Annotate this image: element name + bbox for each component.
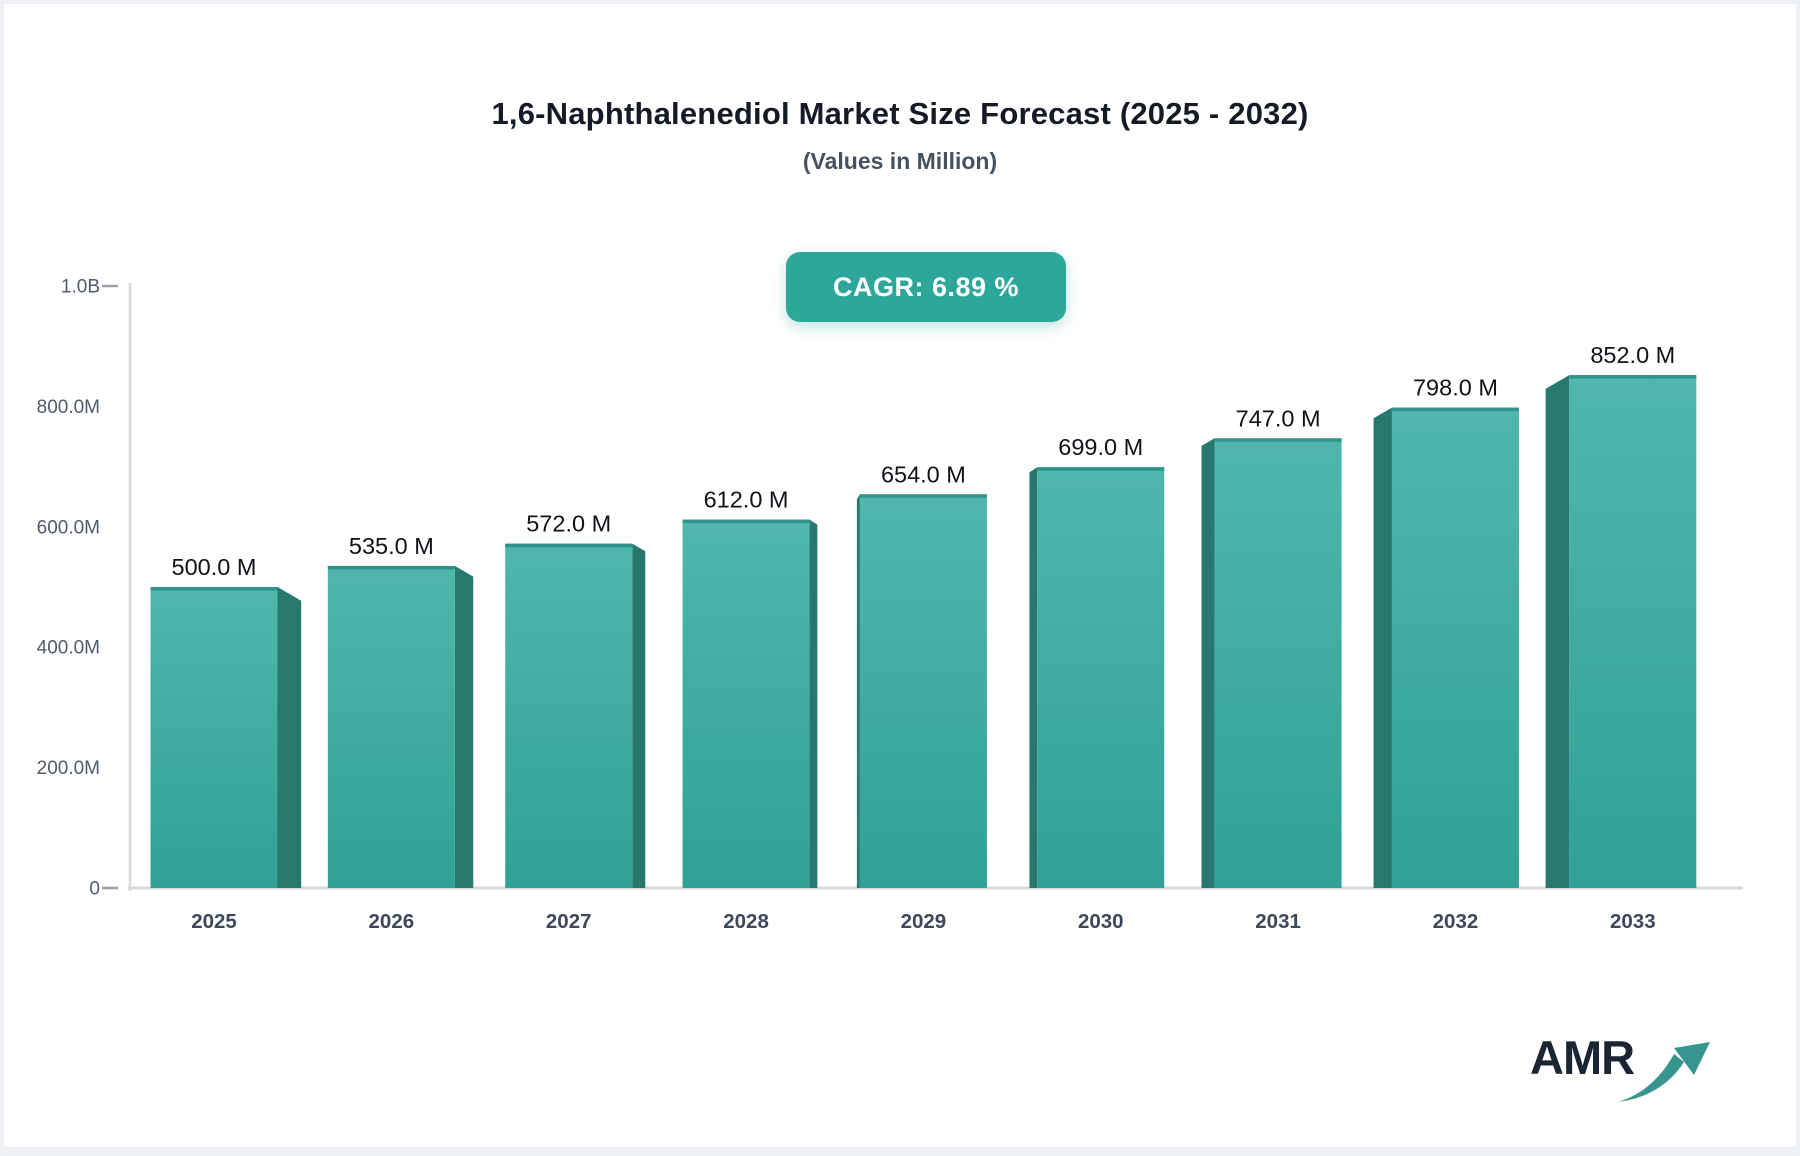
bar-top-edge <box>150 587 278 591</box>
bar-value-label: 699.0 M <box>1058 434 1143 460</box>
bar-2027[interactable] <box>505 543 646 888</box>
x-axis-label: 2032 <box>1433 910 1479 933</box>
company-logo: AMR <box>1530 1031 1711 1106</box>
x-axis-label: 2027 <box>546 910 592 933</box>
x-axis-label: 2026 <box>369 910 415 933</box>
growth-arrow-icon <box>1618 1042 1711 1102</box>
bar-side-face <box>1545 375 1570 888</box>
bar-value-label: 798.0 M <box>1413 375 1498 401</box>
bar-value-label: 747.0 M <box>1236 405 1321 431</box>
bar-top-edge <box>1214 438 1342 442</box>
bar-front-face <box>1569 375 1697 888</box>
bar-value-label: 500.0 M <box>172 554 257 580</box>
bar-top-edge <box>1391 407 1519 412</box>
x-axis-label: 2030 <box>1078 910 1124 933</box>
x-axis-label: 2031 <box>1255 910 1301 933</box>
y-axis-label: 600.0M <box>37 517 100 538</box>
bar-2032[interactable] <box>1373 407 1519 888</box>
bar-top-edge <box>1037 467 1165 471</box>
x-axis-label: 2028 <box>723 910 769 933</box>
x-axis-label: 2025 <box>191 910 237 933</box>
bar-value-label: 572.0 M <box>526 511 611 537</box>
bar-side-face <box>1201 438 1215 888</box>
y-axis-label: 1.0B <box>61 277 100 298</box>
bar-top-edge <box>1569 375 1697 379</box>
y-axis-label: 800.0M <box>37 397 100 418</box>
bar-2025[interactable] <box>150 587 302 888</box>
market-size-bar-chart: 1.0B 800.0M 600.0M 400.0M 200.0M 0 500.0 M 2025… <box>37 277 1743 933</box>
bar-front-face <box>327 565 455 888</box>
bar-value-label: 535.0 M <box>349 533 434 559</box>
y-axis-label: 200.0M <box>37 758 100 779</box>
bar-front-face <box>505 543 633 888</box>
cagr-badge: CAGR: 6.89 % <box>786 252 1066 322</box>
bar-front-face <box>1037 467 1165 888</box>
bar-side-face <box>277 587 302 888</box>
chart-subtitle: (Values in Million) <box>802 148 998 174</box>
y-axis-label: 400.0M <box>37 638 100 659</box>
bar-side-face <box>632 543 646 888</box>
bar-front-face <box>682 519 810 888</box>
bar-2028[interactable] <box>682 519 818 888</box>
chart-stage: 1,6-Naphthalenediol Market Size Forecast… <box>4 4 1796 1147</box>
bar-value-label: 612.0 M <box>704 487 789 513</box>
bar-2029[interactable] <box>856 494 987 888</box>
x-axis-label: 2029 <box>901 910 947 933</box>
bar-value-label: 852.0 M <box>1590 342 1675 368</box>
bar-front-face <box>150 587 278 888</box>
bar-top-edge <box>505 543 633 548</box>
bar-side-face <box>856 494 860 888</box>
bar-2031[interactable] <box>1201 438 1342 888</box>
bar-side-face <box>1373 407 1392 888</box>
bar-2026[interactable] <box>327 565 474 888</box>
bar-side-face <box>1029 467 1038 888</box>
x-axis-label: 2033 <box>1610 910 1656 933</box>
logo-text: AMR <box>1530 1031 1635 1084</box>
bar-top-edge <box>859 494 987 498</box>
bar-front-face <box>859 494 987 888</box>
bar-top-edge <box>682 519 810 524</box>
cagr-badge-label: CAGR: 6.89 % <box>832 271 1020 302</box>
bar-top-edge <box>327 565 455 570</box>
bar-value-label: 654.0 M <box>881 461 966 487</box>
bar-side-face <box>454 565 474 888</box>
bar-side-face <box>809 519 818 888</box>
y-axis-label: 0 <box>89 879 100 900</box>
bar-2033[interactable] <box>1545 375 1697 888</box>
bar-front-face <box>1214 438 1342 888</box>
bar-2030[interactable] <box>1029 467 1165 888</box>
chart-card: 1,6-Naphthalenediol Market Size Forecast… <box>3 3 1797 1148</box>
bar-front-face <box>1391 407 1519 888</box>
chart-title: 1,6-Naphthalenediol Market Size Forecast… <box>491 96 1309 131</box>
